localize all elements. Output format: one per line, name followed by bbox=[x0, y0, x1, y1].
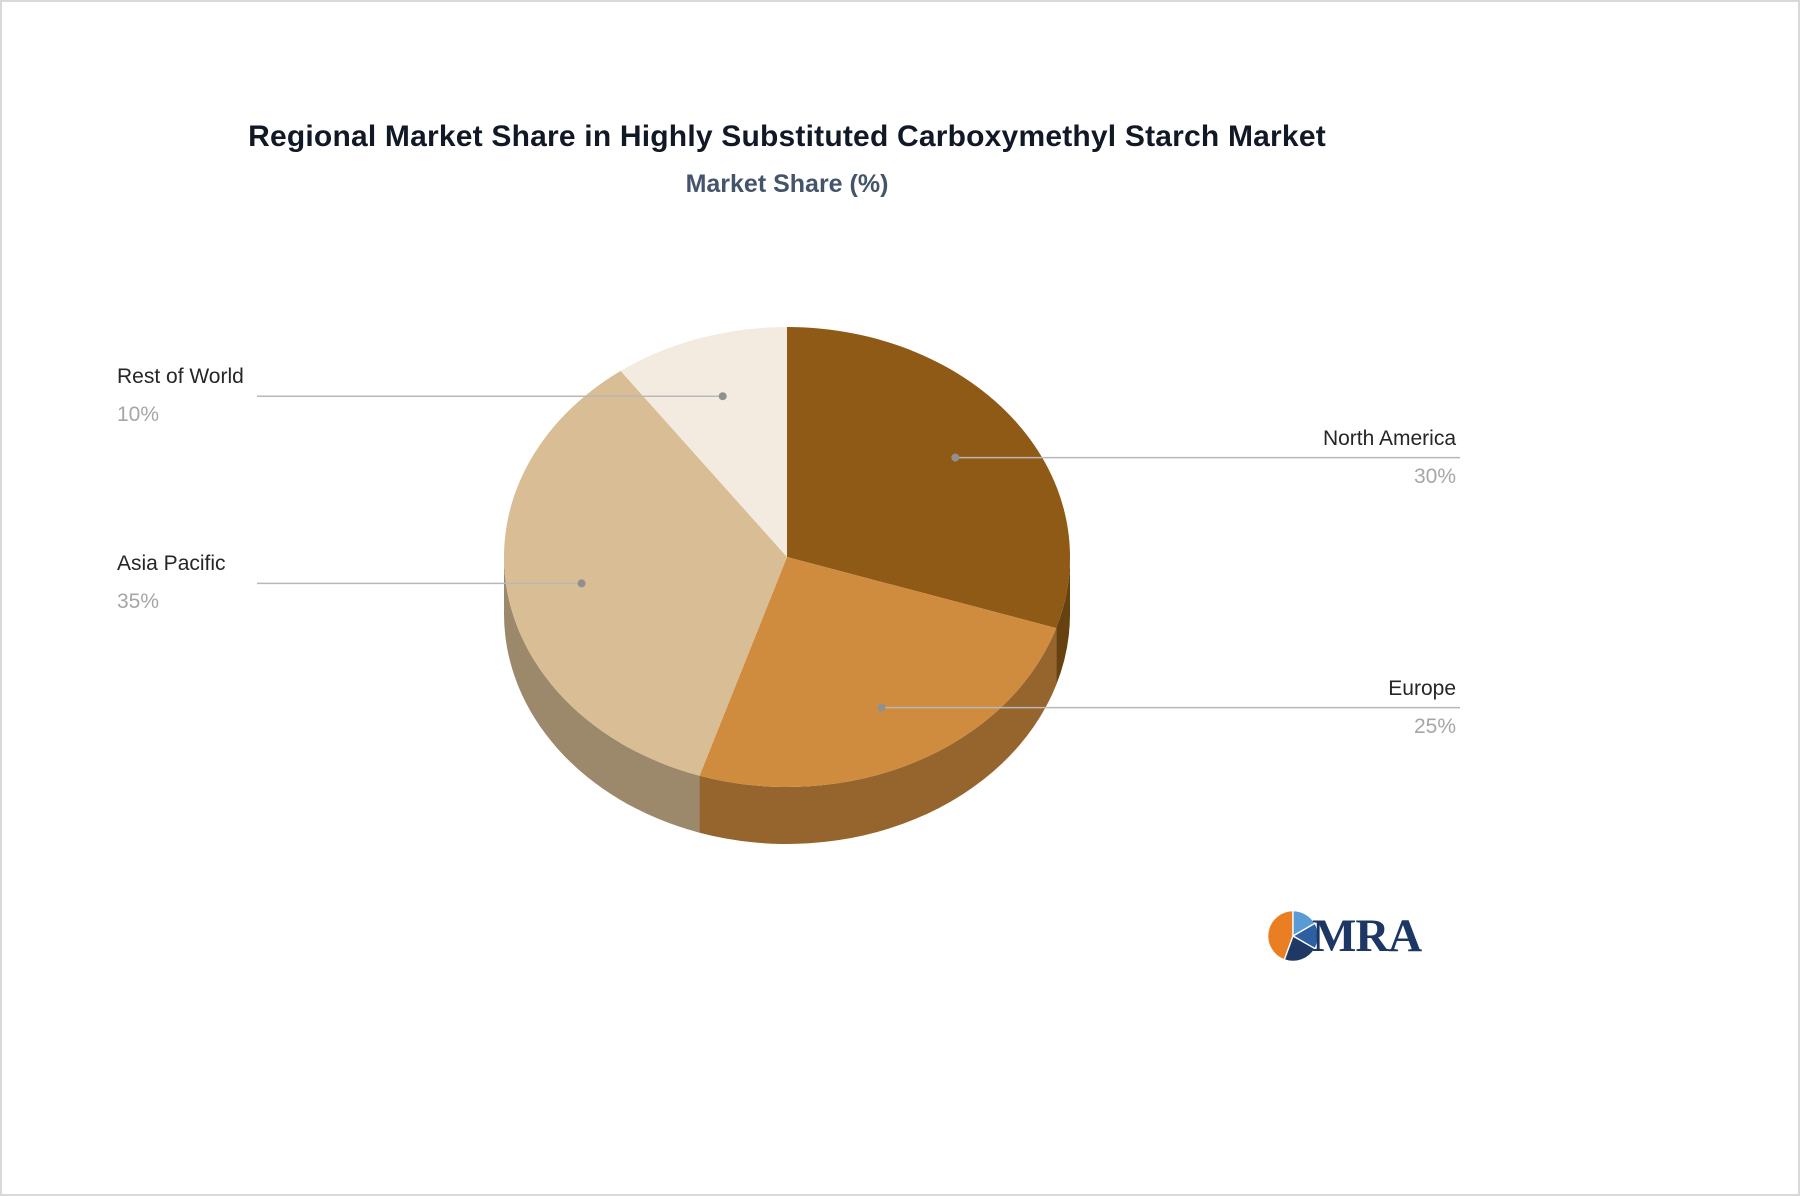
pie-slice-asia-pacific[interactable] bbox=[504, 370, 787, 776]
slice-value: 35% bbox=[117, 590, 160, 614]
label-north-america: North America 30% bbox=[1323, 426, 1456, 490]
leader-dot-north-america bbox=[951, 453, 960, 462]
leader-dot-europe bbox=[877, 703, 886, 712]
mra-logo: MRA bbox=[1264, 907, 1422, 965]
slice-name: Rest of World bbox=[117, 365, 244, 389]
slice-value: 10% bbox=[117, 403, 160, 427]
slice-name: North America bbox=[1322, 426, 1456, 450]
leader-dot-rest-of-world bbox=[718, 392, 727, 401]
slice-name: Europe bbox=[1388, 676, 1456, 700]
pie-slice-side-europe bbox=[699, 628, 1057, 844]
pie-slice-europe[interactable] bbox=[699, 557, 1057, 787]
chart-subtitle: Market Share (%) bbox=[685, 170, 889, 198]
logo-wedge-navy bbox=[1283, 935, 1316, 963]
pie-slice-side-north-america bbox=[1056, 557, 1070, 686]
label-asia-pacific: Asia Pacific 35% bbox=[117, 551, 226, 615]
label-rest-of-world: Rest of World 10% bbox=[117, 364, 244, 428]
logo-wedge-orange bbox=[1267, 909, 1294, 961]
pie-slice-rest-of-world[interactable] bbox=[620, 327, 787, 557]
slice-value: 30% bbox=[1413, 464, 1456, 488]
mra-logo-text: MRA bbox=[1312, 910, 1422, 962]
leader-dot-asia-pacific bbox=[577, 579, 586, 588]
chart-title: Regional Market Share in Highly Substitu… bbox=[248, 120, 1326, 153]
mra-logo-pie-icon bbox=[1267, 909, 1319, 963]
label-europe: Europe 25% bbox=[1388, 676, 1456, 740]
slice-name: Asia Pacific bbox=[117, 552, 226, 576]
pie-slice-side-asia-pacific bbox=[504, 557, 700, 833]
slice-value: 25% bbox=[1413, 714, 1456, 738]
pie-slice-north-america[interactable] bbox=[787, 327, 1070, 629]
